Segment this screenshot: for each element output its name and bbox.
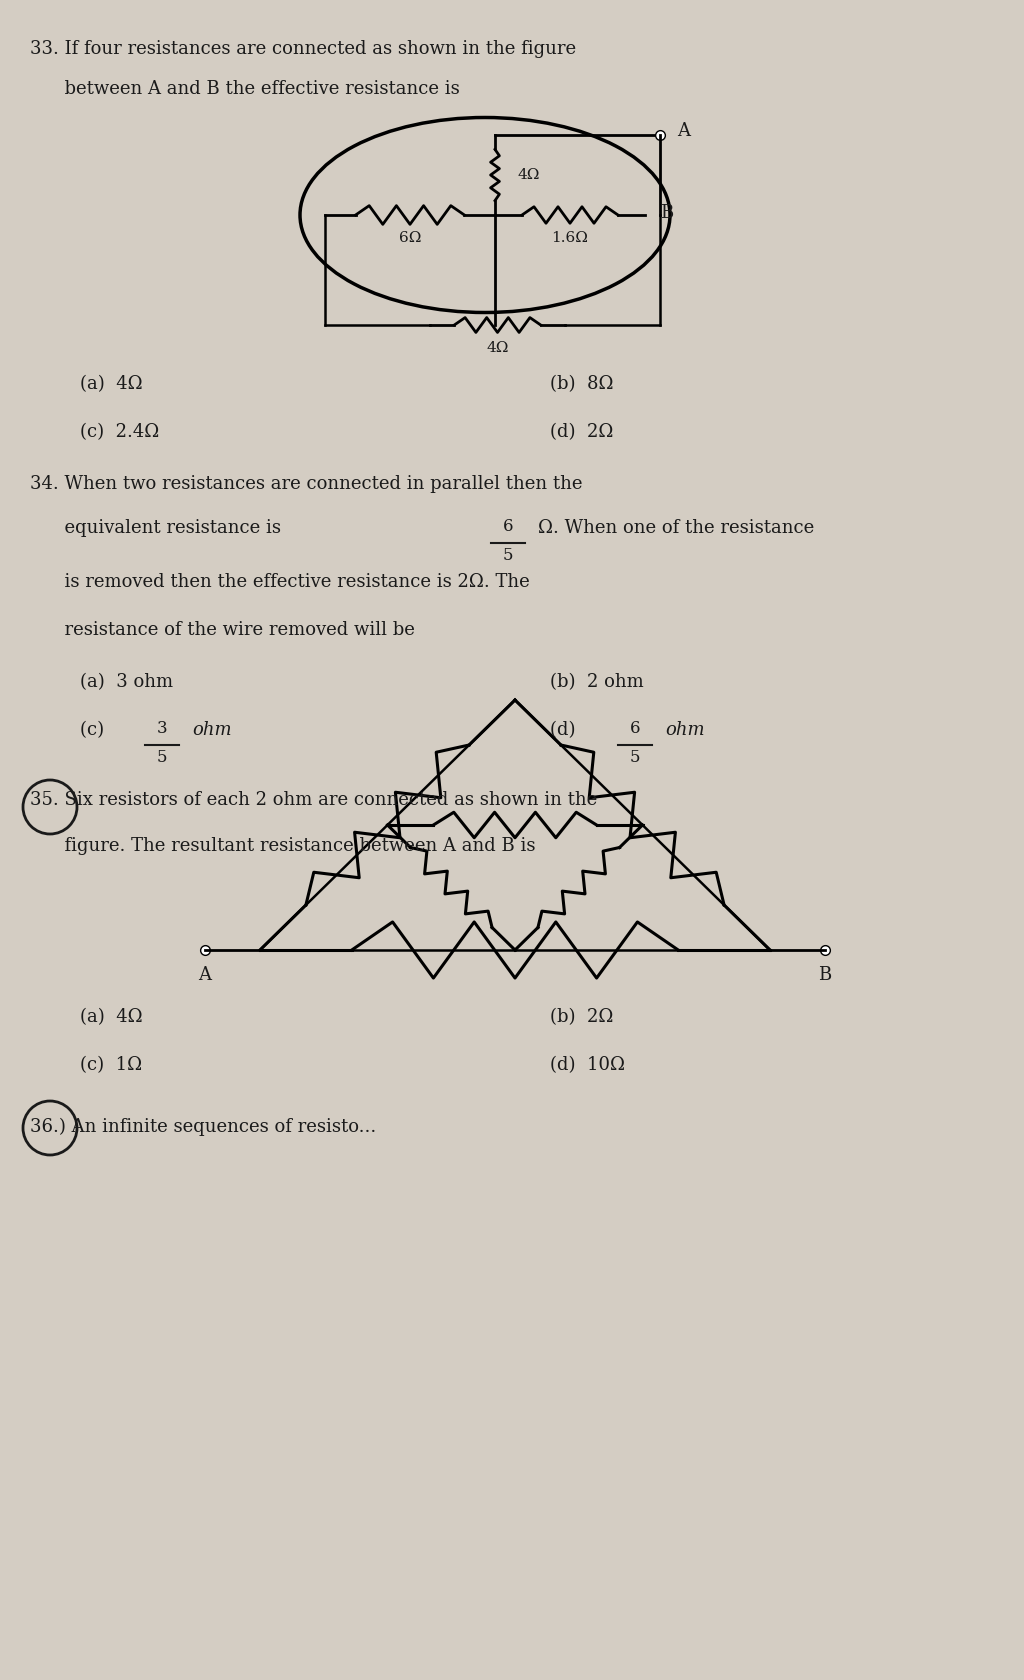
Text: (b)  8Ω: (b) 8Ω — [550, 375, 613, 393]
Text: (b)  2Ω: (b) 2Ω — [550, 1008, 613, 1026]
Text: (d): (d) — [550, 721, 587, 739]
Text: 5: 5 — [157, 749, 167, 766]
Text: B: B — [660, 203, 673, 222]
Text: 1.6Ω: 1.6Ω — [552, 232, 589, 245]
Text: (a)  3 ohm: (a) 3 ohm — [80, 674, 173, 690]
Text: equivalent resistance is: equivalent resistance is — [30, 519, 287, 538]
Text: 5: 5 — [630, 749, 640, 766]
Text: B: B — [818, 966, 831, 984]
Text: (a)  4Ω: (a) 4Ω — [80, 1008, 142, 1026]
Text: 3: 3 — [157, 721, 167, 738]
Text: 6: 6 — [503, 517, 513, 534]
Text: Ω. When one of the resistance: Ω. When one of the resistance — [538, 519, 814, 538]
Text: (c): (c) — [80, 721, 116, 739]
Text: 4Ω: 4Ω — [486, 341, 509, 354]
Text: resistance of the wire removed will be: resistance of the wire removed will be — [30, 622, 415, 638]
Text: 36.) An infinite sequences of resisto...: 36.) An infinite sequences of resisto... — [30, 1117, 376, 1136]
Text: 33. If four resistances are connected as shown in the figure: 33. If four resistances are connected as… — [30, 40, 577, 59]
Text: (d)  2Ω: (d) 2Ω — [550, 423, 613, 442]
Text: is removed then the effective resistance is 2Ω. The: is removed then the effective resistance… — [30, 573, 529, 591]
Text: 35. Six resistors of each 2 ohm are connected as shown in the: 35. Six resistors of each 2 ohm are conn… — [30, 791, 597, 810]
Text: ohm: ohm — [193, 721, 231, 739]
Text: 6Ω: 6Ω — [398, 232, 421, 245]
Text: 6: 6 — [630, 721, 640, 738]
Text: (a)  4Ω: (a) 4Ω — [80, 375, 142, 393]
Text: (c)  2.4Ω: (c) 2.4Ω — [80, 423, 160, 442]
Text: (c)  1Ω: (c) 1Ω — [80, 1057, 142, 1074]
Text: figure. The resultant resistance between A and B is: figure. The resultant resistance between… — [30, 837, 536, 855]
Text: 4Ω: 4Ω — [517, 168, 540, 181]
Text: A: A — [199, 966, 212, 984]
Text: A: A — [677, 123, 690, 139]
Text: between A and B the effective resistance is: between A and B the effective resistance… — [30, 81, 460, 97]
Text: (b)  2 ohm: (b) 2 ohm — [550, 674, 644, 690]
Text: ohm: ohm — [665, 721, 705, 739]
Text: 5: 5 — [503, 548, 513, 564]
Text: (d)  10Ω: (d) 10Ω — [550, 1057, 625, 1074]
Text: 34. When two resistances are connected in parallel then the: 34. When two resistances are connected i… — [30, 475, 583, 492]
